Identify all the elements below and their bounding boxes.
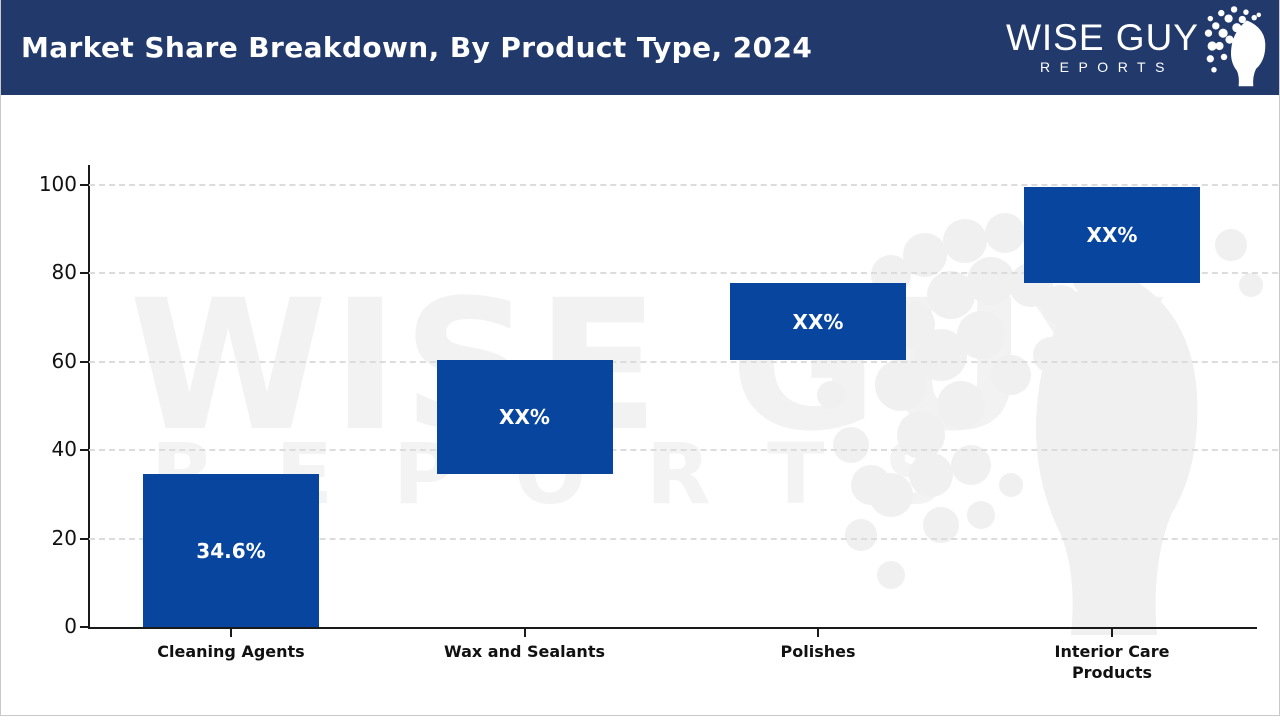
- y-tick-label: 60: [51, 348, 77, 373]
- x-tick: [230, 629, 232, 637]
- bar-interior-care-products: XX%: [1024, 187, 1200, 284]
- gridline-20: [89, 537, 1278, 540]
- value-label: XX%: [1086, 223, 1138, 248]
- value-label: XX%: [499, 405, 550, 430]
- x-tick: [1111, 629, 1113, 637]
- x-tick: [817, 629, 819, 637]
- bar-polishes: XX%: [730, 283, 906, 361]
- y-tick-label: 20: [51, 525, 77, 550]
- brand-logo-text: WISE GUY REPORTS: [1005, 16, 1199, 75]
- y-tick: [80, 272, 89, 275]
- brand-logo: WISE GUY REPORTS: [1006, 4, 1267, 88]
- logo-reports-label: REPORTS: [1040, 58, 1174, 75]
- x-tick: [523, 629, 526, 637]
- y-tick: [80, 449, 89, 452]
- page-title: Market Share Breakdown, By Product Type,…: [21, 31, 813, 64]
- y-axis: [88, 165, 90, 629]
- gridline-60: [89, 360, 1278, 363]
- y-tick: [80, 626, 89, 628]
- y-tick-label: 80: [51, 260, 77, 285]
- category-label-cleaning-agents: Cleaning Agents: [157, 642, 305, 661]
- logo-wise-guy-label: WISE GUY: [1005, 16, 1199, 58]
- y-tick-label: 100: [38, 172, 77, 196]
- logo-face-icon: [1204, 6, 1266, 87]
- y-tick-label: 40: [51, 437, 77, 462]
- y-tick: [80, 537, 89, 540]
- gridline-100: [89, 184, 1278, 186]
- y-tick: [80, 360, 89, 363]
- app-header: Market Share Breakdown, By Product Type,…: [1, 0, 1279, 95]
- y-tick-label: 0: [64, 614, 77, 638]
- gridline-40: [89, 449, 1278, 452]
- category-label-interior-care-products: Interior Care Products: [1054, 642, 1170, 682]
- category-label-polishes: Polishes: [780, 642, 856, 661]
- y-tick: [80, 184, 89, 186]
- bar-wax-and-sealants: XX%: [436, 360, 613, 475]
- bar-cleaning-agents: 34.6%: [143, 474, 319, 627]
- gridline-80: [89, 272, 1278, 275]
- x-axis: [88, 627, 1257, 629]
- value-label: 34.6%: [196, 538, 266, 563]
- category-label-wax-and-sealants: Wax and Sealants: [444, 642, 605, 661]
- value-label: XX%: [792, 309, 844, 334]
